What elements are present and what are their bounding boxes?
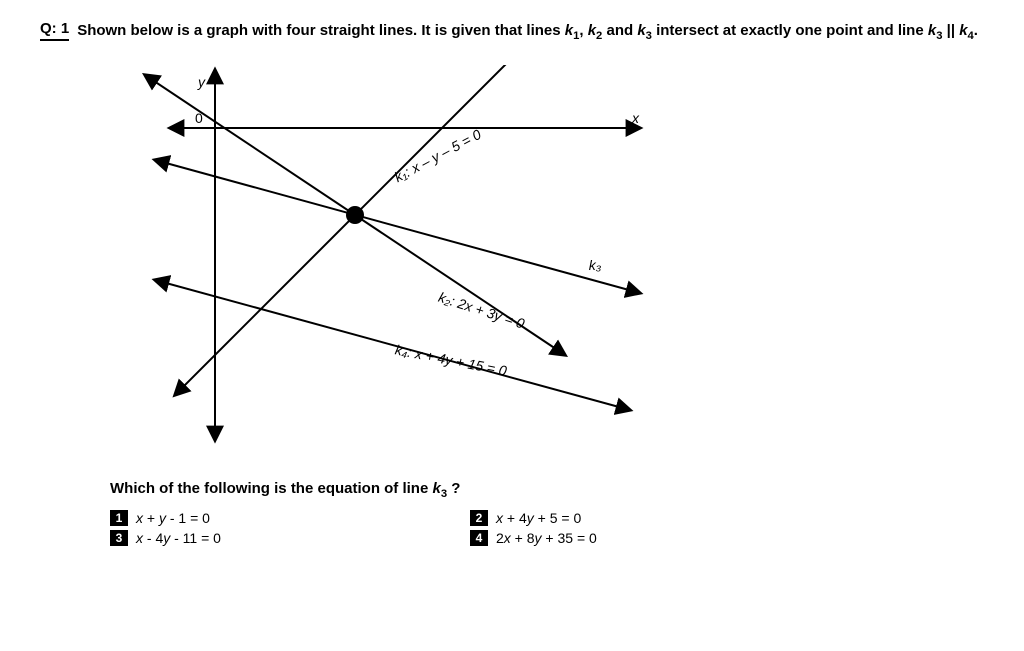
option-text: x - 4y - 11 = 0 <box>136 530 221 546</box>
answer-option-4[interactable]: 4 2x + 8y + 35 = 0 <box>470 530 830 546</box>
answer-options: 1 x + y - 1 = 0 2 x + 4y + 5 = 0 3 x - 4y - 1… <box>110 510 984 546</box>
option-number-badge: 3 <box>110 530 128 546</box>
answer-option-1[interactable]: 1 x + y - 1 = 0 <box>110 510 470 526</box>
option-number-badge: 1 <box>110 510 128 526</box>
answer-option-3[interactable]: 3 x - 4y - 11 = 0 <box>110 530 470 546</box>
followup-question: Which of the following is the equation o… <box>110 480 984 500</box>
line-label-k3: k₃ <box>589 257 602 273</box>
y-axis-label: y <box>197 74 206 90</box>
intersection-point <box>346 206 364 224</box>
option-number-badge: 4 <box>470 530 488 546</box>
diagram-svg: xy0k₁: x – y – 5 = 0k₂: 2x + 3y = 0k₃k₄:… <box>110 65 670 445</box>
question-label: Q: 1 <box>40 20 69 41</box>
question-text: Shown below is a graph with four straigh… <box>77 20 978 45</box>
line-label-k4: k₄: x + 4y + 15 = 0 <box>394 341 509 378</box>
line-k1 <box>175 65 535 395</box>
graph-diagram: xy0k₁: x – y – 5 = 0k₂: 2x + 3y = 0k₃k₄:… <box>110 65 984 450</box>
option-text: x + 4y + 5 = 0 <box>496 510 581 526</box>
question-header: Q: 1 Shown below is a graph with four st… <box>40 20 984 45</box>
line-label-k1: k₁: x – y – 5 = 0 <box>392 126 484 185</box>
option-text: 2x + 8y + 35 = 0 <box>496 530 597 546</box>
option-number-badge: 2 <box>470 510 488 526</box>
option-text: x + y - 1 = 0 <box>136 510 210 526</box>
answer-option-2[interactable]: 2 x + 4y + 5 = 0 <box>470 510 830 526</box>
x-axis-label: x <box>631 110 640 126</box>
line-label-k2: k₂: 2x + 3y = 0 <box>437 289 527 332</box>
